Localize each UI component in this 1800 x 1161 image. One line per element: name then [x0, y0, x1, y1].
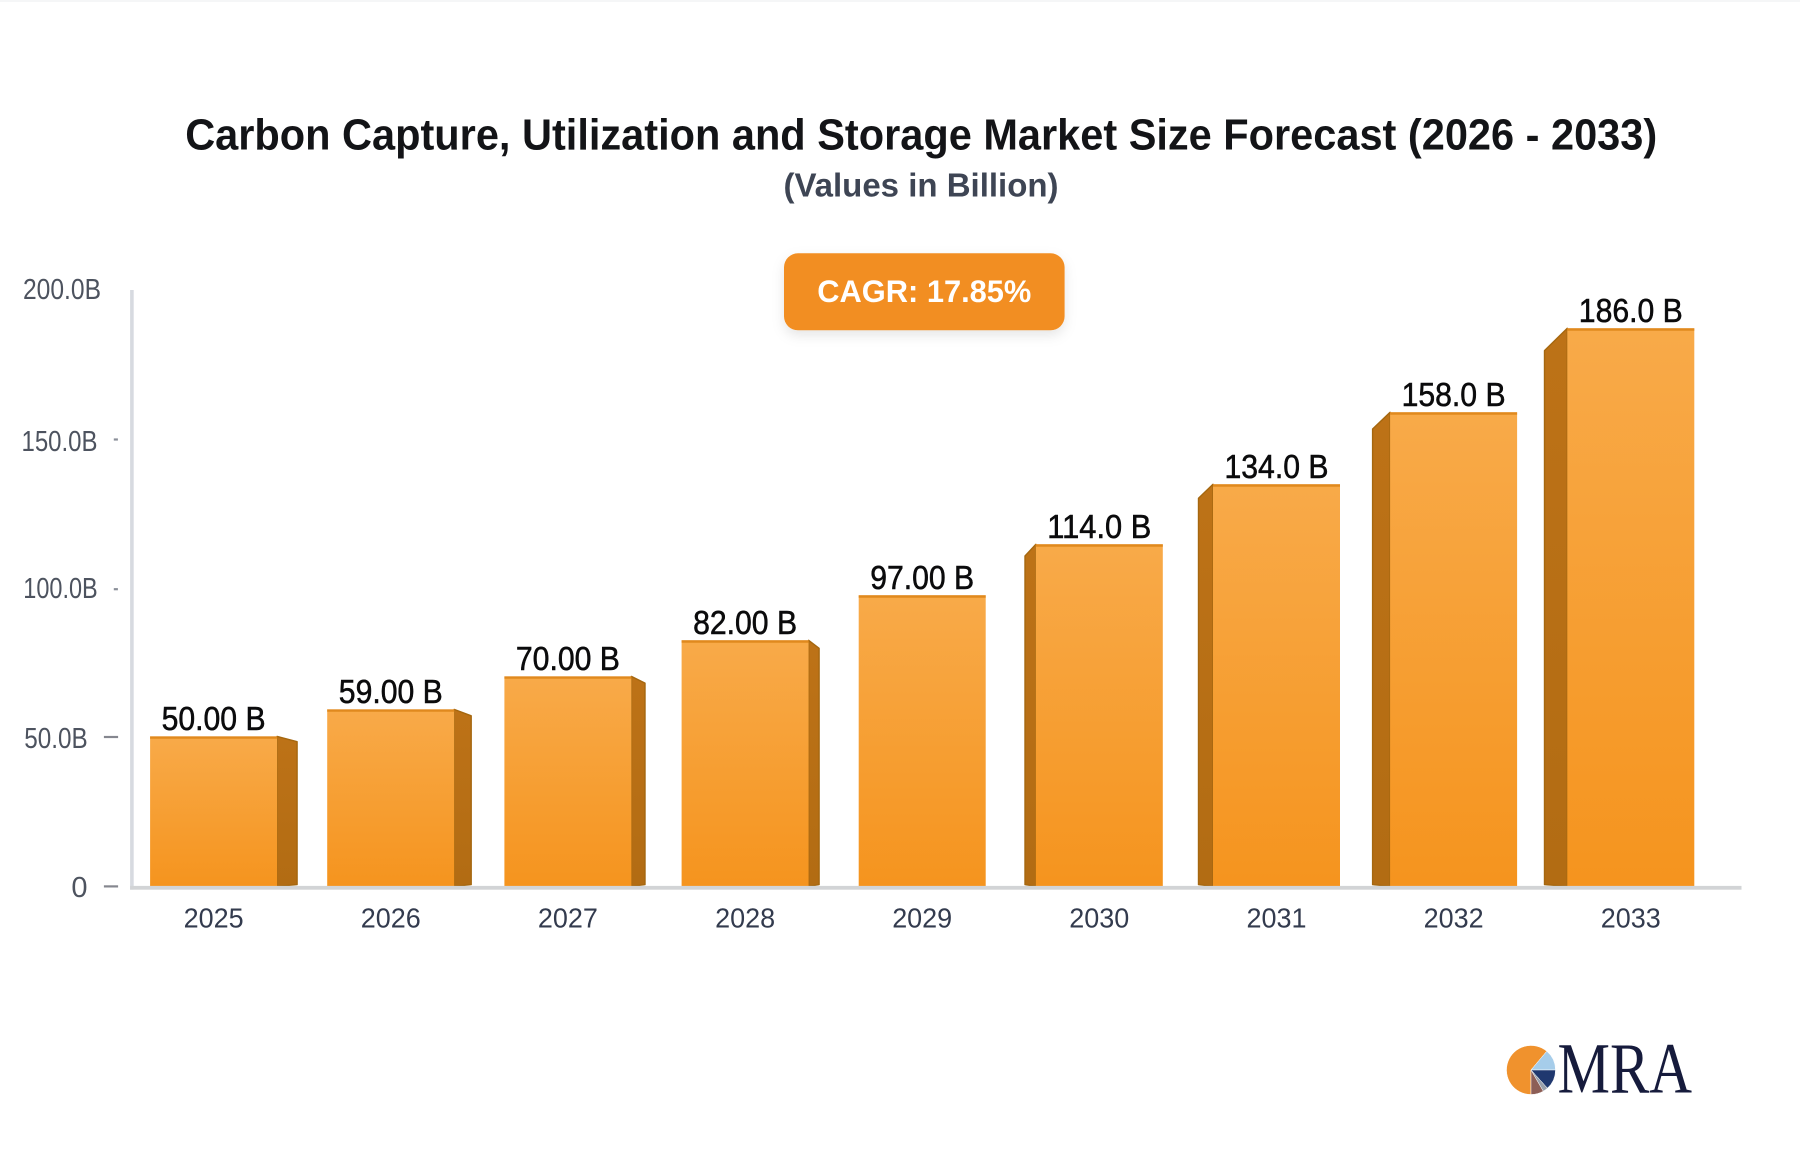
svg-text:2025: 2025 [184, 903, 244, 934]
svg-text:2031: 2031 [1247, 903, 1307, 934]
svg-text:59.00 B: 59.00 B [339, 673, 443, 710]
svg-text:186.0 B: 186.0 B [1579, 292, 1683, 329]
svg-text:150.0B: 150.0B [22, 426, 98, 458]
svg-text:134.0 B: 134.0 B [1225, 448, 1329, 485]
svg-text:200.0B: 200.0B [23, 274, 101, 306]
svg-text:2028: 2028 [715, 903, 775, 934]
svg-text:2026: 2026 [361, 903, 421, 934]
svg-text:Carbon Capture, Utilization an: Carbon Capture, Utilization and Storage … [185, 111, 1657, 159]
svg-text:50.00 B: 50.00 B [162, 700, 266, 737]
svg-text:97.00 B: 97.00 B [870, 559, 974, 596]
svg-text:158.0 B: 158.0 B [1402, 376, 1506, 413]
svg-text:50.0B: 50.0B [24, 723, 87, 755]
svg-text:0: 0 [71, 872, 87, 904]
svg-text:MRA: MRA [1558, 1029, 1693, 1109]
svg-text:82.00 B: 82.00 B [693, 604, 797, 641]
svg-text:114.0 B: 114.0 B [1047, 508, 1151, 545]
svg-text:70.00 B: 70.00 B [516, 640, 620, 677]
svg-text:(Values in Billion): (Values in Billion) [783, 167, 1058, 204]
svg-text:2033: 2033 [1601, 903, 1661, 934]
svg-text:CAGR: 17.85%: CAGR: 17.85% [817, 273, 1031, 309]
svg-text:100.0B: 100.0B [23, 573, 97, 605]
svg-text:2030: 2030 [1069, 903, 1129, 934]
svg-text:2029: 2029 [892, 903, 952, 934]
svg-text:2027: 2027 [538, 903, 598, 934]
svg-text:2032: 2032 [1424, 903, 1484, 934]
